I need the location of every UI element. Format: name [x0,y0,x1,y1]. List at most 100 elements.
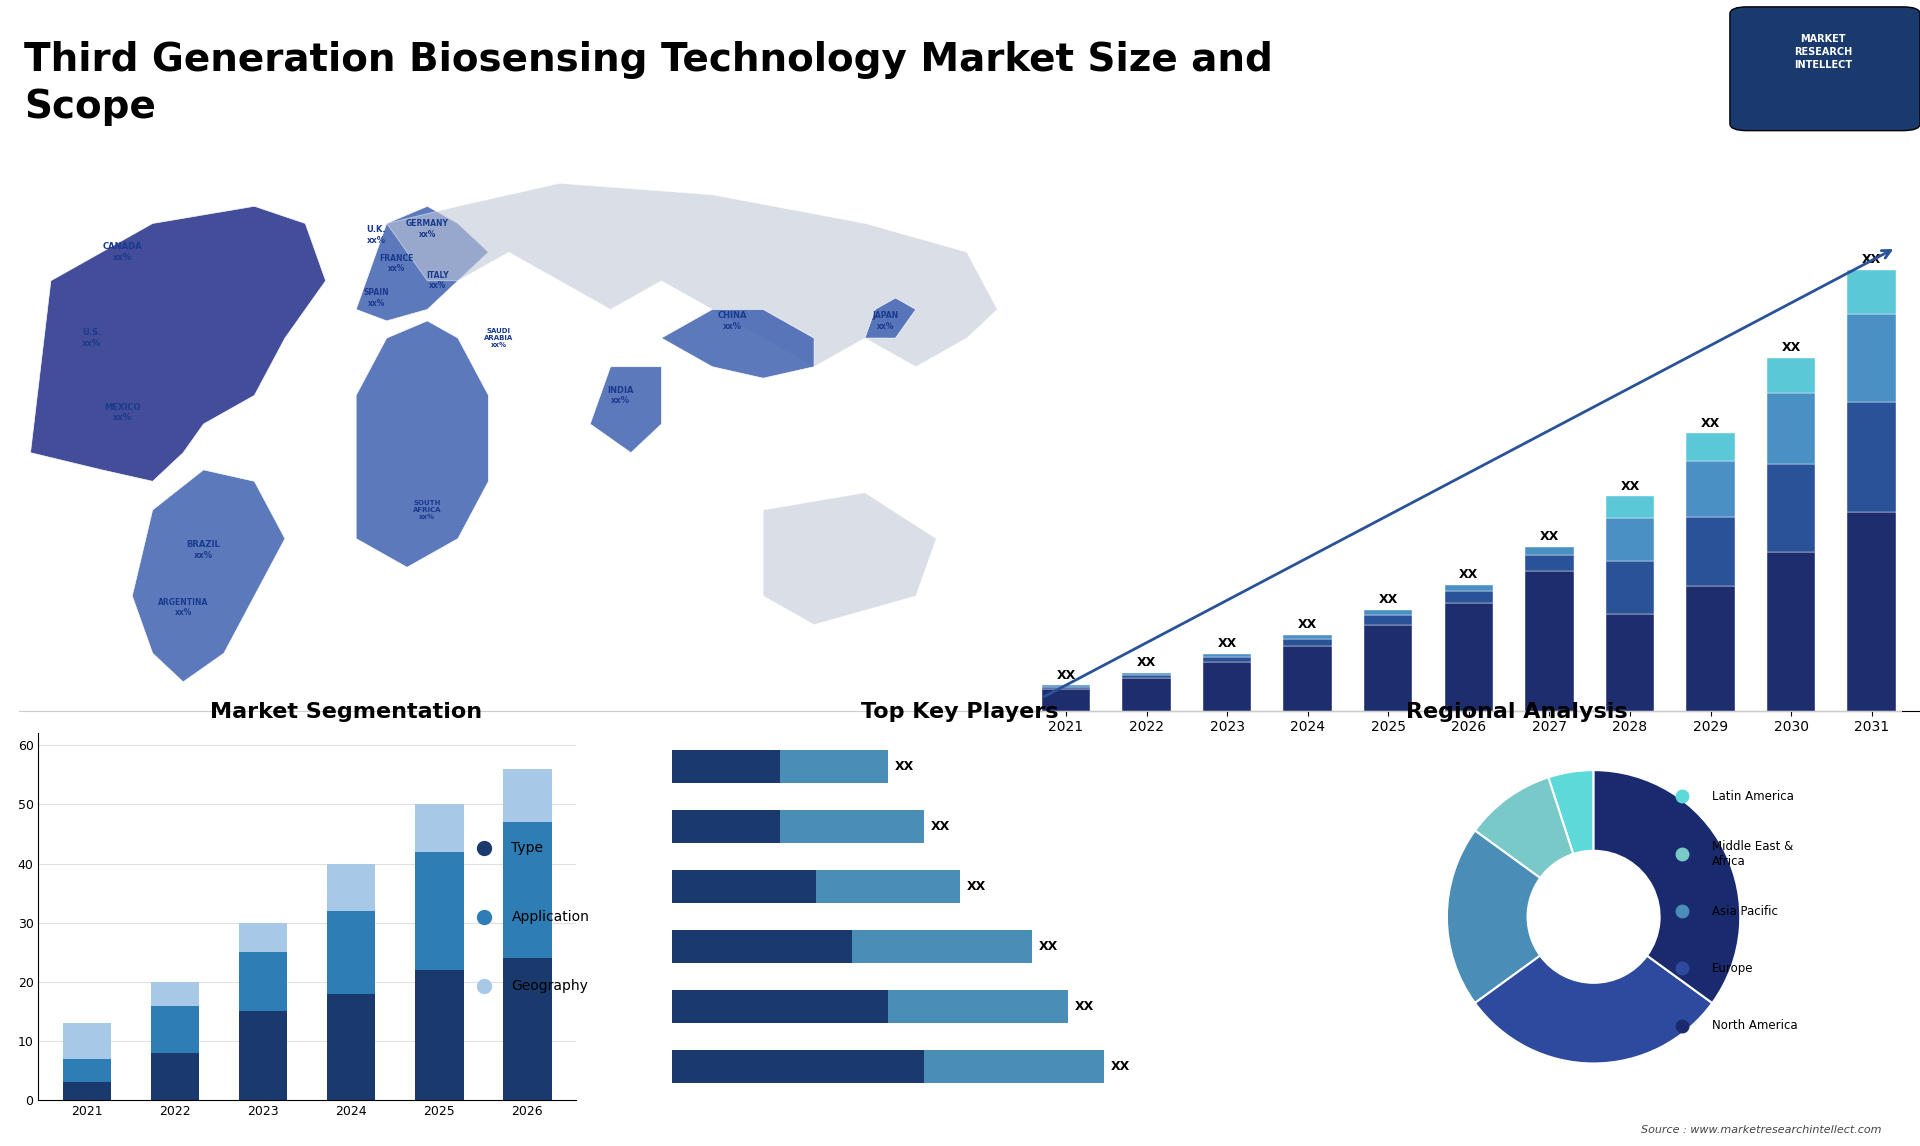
Text: XX: XX [931,821,950,833]
Text: ARGENTINA
xx%: ARGENTINA xx% [157,598,209,617]
Text: XX: XX [968,880,987,893]
Text: XX: XX [1217,637,1236,650]
Wedge shape [1594,770,1740,1003]
Bar [1766,358,1814,393]
Bar [1686,586,1734,711]
Bar [238,952,288,1012]
Bar [326,864,376,911]
Bar [1605,496,1655,518]
Bar [1363,610,1413,614]
Text: XX: XX [1862,253,1882,266]
Bar [672,870,816,903]
Bar [672,1051,924,1083]
Text: Market Segmentation: Market Segmentation [209,702,482,722]
Polygon shape [589,367,660,453]
Bar [1444,604,1494,711]
Text: SOUTH
AFRICA
xx%: SOUTH AFRICA xx% [413,500,442,520]
Bar [1766,464,1814,552]
Bar [887,990,1068,1023]
Bar [672,931,852,964]
Text: U.S.
xx%: U.S. xx% [83,329,102,347]
Bar [1043,689,1091,711]
Bar [1123,678,1171,711]
Bar [503,958,551,1100]
Text: XX: XX [1298,618,1317,631]
Bar [780,810,924,843]
Text: Regional Analysis: Regional Analysis [1405,702,1628,722]
Bar [152,982,200,1005]
Text: SPAIN
xx%: SPAIN xx% [363,289,390,307]
Bar [1686,517,1734,586]
Bar [780,751,887,783]
Polygon shape [864,298,916,338]
Bar [1766,393,1814,464]
Text: SAUDI
ARABIA
xx%: SAUDI ARABIA xx% [484,328,513,348]
Bar [63,1083,111,1100]
Bar [1605,560,1655,614]
Bar [1524,547,1574,555]
Text: FRANCE
xx%: FRANCE xx% [380,254,415,273]
Bar [1847,314,1895,402]
Bar [672,810,780,843]
Polygon shape [386,183,996,367]
Bar [1847,402,1895,512]
Text: INDIA
xx%: INDIA xx% [607,386,634,405]
Bar [326,994,376,1100]
Bar [1283,635,1332,638]
Polygon shape [764,493,937,625]
Text: XX: XX [1112,1060,1131,1074]
Bar [1686,461,1734,517]
Text: Latin America: Latin America [1713,790,1793,803]
Text: XX: XX [1075,1000,1094,1013]
Bar [238,1012,288,1100]
Bar [1123,673,1171,675]
Text: XX: XX [1137,656,1156,669]
Bar [1204,662,1252,711]
Bar [1363,625,1413,711]
Bar [1524,572,1574,711]
Bar [1766,552,1814,711]
Bar [672,990,887,1023]
Bar [1123,675,1171,678]
Text: Geography: Geography [511,979,588,992]
Wedge shape [1548,770,1594,854]
Polygon shape [132,470,284,682]
Text: North America: North America [1713,1019,1797,1033]
Text: XX: XX [1540,531,1559,543]
Text: XX: XX [1701,417,1720,430]
Bar [326,911,376,994]
Text: ITALY
xx%: ITALY xx% [426,272,449,290]
Bar [238,923,288,952]
Bar [63,1059,111,1083]
Bar [152,1005,200,1053]
Polygon shape [31,206,326,481]
Bar [816,870,960,903]
Bar [1605,518,1655,560]
Bar [415,851,463,970]
Bar [503,769,551,822]
Text: JAPAN
xx%: JAPAN xx% [872,312,899,330]
Text: XX: XX [1620,480,1640,493]
Polygon shape [357,206,488,321]
Bar [1847,269,1895,314]
Bar [1847,512,1895,711]
Text: Middle East &
Africa: Middle East & Africa [1713,840,1793,868]
Text: XX: XX [1782,342,1801,354]
Bar [672,751,780,783]
Bar [1686,433,1734,461]
Bar [63,1023,111,1059]
Bar [1043,685,1091,686]
Text: Europe: Europe [1713,961,1753,975]
Bar [1444,591,1494,604]
Polygon shape [357,321,488,567]
Bar [415,970,463,1100]
Text: XX: XX [1459,567,1478,581]
Bar [924,1051,1104,1083]
Bar [1204,654,1252,657]
Polygon shape [660,309,814,378]
Bar [1204,657,1252,662]
Bar [1444,584,1494,591]
Bar [503,822,551,958]
Text: XX: XX [1056,668,1075,682]
Bar [415,804,463,851]
